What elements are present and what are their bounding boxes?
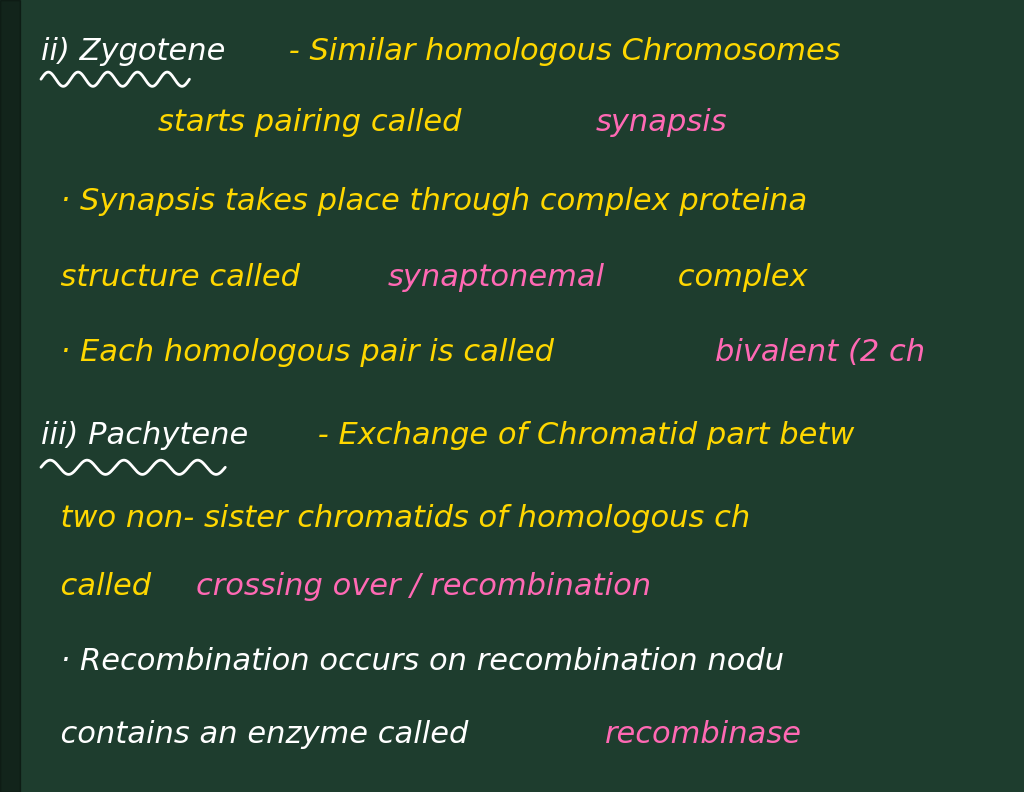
Text: ii) Zygotene: ii) Zygotene [41,37,225,66]
Text: contains an enzyme called: contains an enzyme called [41,720,478,748]
Text: called: called [41,572,161,600]
Text: two non- sister chromatids of homologous ch: two non- sister chromatids of homologous… [41,505,751,533]
Text: bivalent (2 ch: bivalent (2 ch [716,338,926,367]
Text: complex: complex [668,263,807,291]
Text: structure called: structure called [41,263,309,291]
Text: synaptonemal: synaptonemal [388,263,605,291]
Text: iii) Pachytene: iii) Pachytene [41,421,248,450]
Text: · Each homologous pair is called: · Each homologous pair is called [41,338,563,367]
Text: crossing over / recombination: crossing over / recombination [196,572,651,600]
Text: starts pairing called: starts pairing called [41,109,471,137]
Text: recombinase: recombinase [605,720,802,748]
Text: · Synapsis takes place through complex proteina: · Synapsis takes place through complex p… [41,188,807,216]
Text: · Recombination occurs on recombination nodu: · Recombination occurs on recombination … [41,647,784,676]
Text: - Similar homologous Chromosomes: - Similar homologous Chromosomes [279,37,841,66]
Text: - Exchange of Chromatid part betw: - Exchange of Chromatid part betw [308,421,855,450]
Text: synapsis: synapsis [596,109,728,137]
Bar [0,0,20,792]
